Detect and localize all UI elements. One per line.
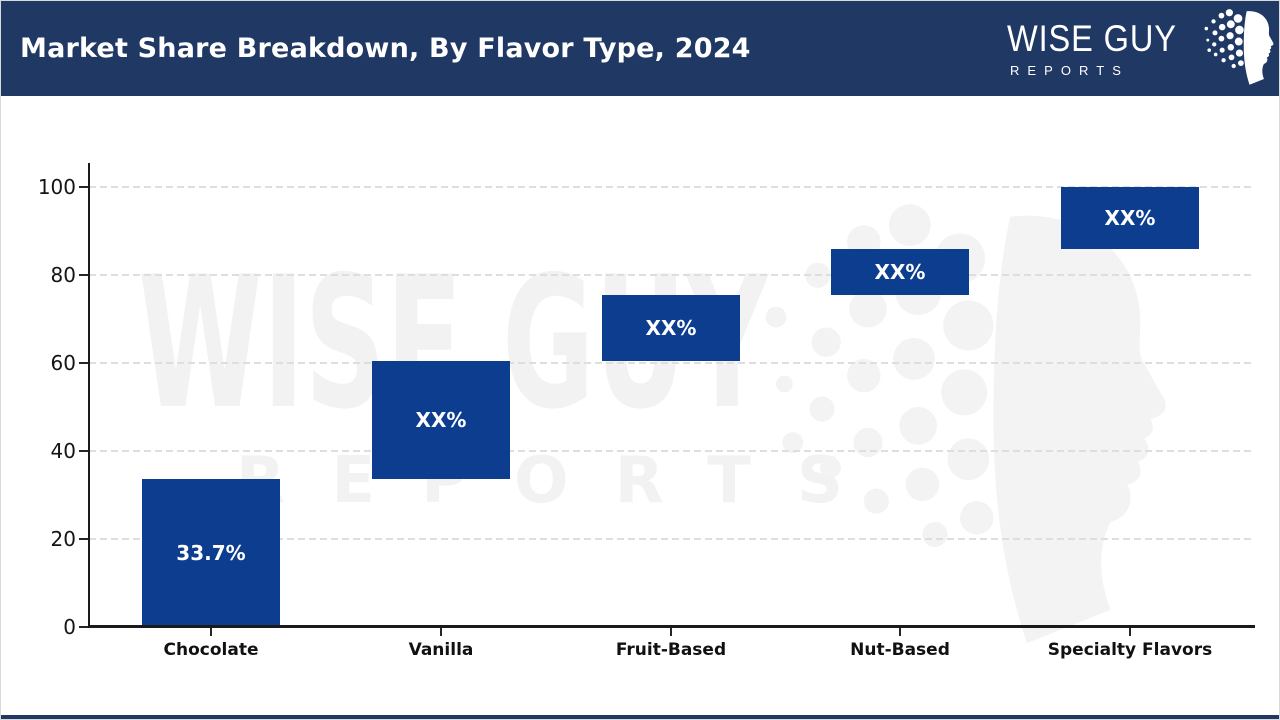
gridline-100 — [89, 186, 1255, 188]
bar-specialty-flavors: XX% — [1061, 187, 1199, 249]
brand-logo-text: WISE GUY REPORTS — [1007, 18, 1200, 78]
bar-value-label: XX% — [415, 407, 467, 432]
gridline-80 — [89, 274, 1255, 276]
brand-logo: WISE GUY REPORTS — [1007, 4, 1274, 92]
y-tick-label-100: 100 — [37, 175, 76, 199]
y-tick-label-0: 0 — [63, 615, 76, 639]
footer-accent-bar — [0, 715, 1280, 720]
x-tick-label-nut-based: Nut-Based — [850, 640, 950, 660]
bar-vanilla: XX% — [372, 360, 510, 479]
header-bar: Market Share Breakdown, By Flavor Type, … — [0, 0, 1280, 96]
bar-nut-based: XX% — [831, 248, 969, 295]
y-axis-line — [88, 163, 90, 628]
x-tick-2 — [440, 628, 442, 636]
y-tick-label-80: 80 — [50, 263, 76, 287]
x-axis-line — [88, 625, 1255, 628]
y-tick-60 — [79, 362, 88, 364]
x-tick-1 — [210, 628, 212, 636]
x-tick-5 — [1129, 628, 1131, 636]
y-tick-0 — [79, 626, 88, 628]
y-tick-label-60: 60 — [50, 351, 76, 375]
bar-fruit-based: XX% — [602, 294, 740, 361]
y-tick-100 — [79, 186, 88, 188]
x-tick-label-specialty-flavors: Specialty Flavors — [1047, 640, 1213, 660]
bar-value-label: 33.7% — [176, 540, 246, 565]
bar-value-label: XX% — [645, 315, 697, 340]
x-tick-3 — [670, 628, 672, 636]
y-tick-80 — [79, 274, 88, 276]
y-tick-20 — [79, 538, 88, 540]
bar-value-label: XX% — [874, 259, 926, 284]
x-tick-label-fruit-based: Fruit-Based — [615, 640, 727, 660]
y-tick-label-20: 20 — [50, 527, 76, 551]
gridline-60 — [89, 362, 1255, 364]
x-tick-4 — [899, 628, 901, 636]
brand-name: WISE GUY — [1006, 18, 1177, 59]
x-tick-label-vanilla: Vanilla — [408, 640, 474, 660]
gridline-20 — [89, 538, 1255, 540]
y-tick-40 — [79, 450, 88, 452]
bar-value-label: XX% — [1104, 205, 1156, 230]
x-tick-label-chocolate: Chocolate — [163, 640, 259, 660]
chart-title: Market Share Breakdown, By Flavor Type, … — [20, 32, 751, 64]
y-tick-label-40: 40 — [50, 439, 76, 463]
brand-head-icon — [1204, 9, 1274, 85]
bar-chocolate: 33.7% — [142, 478, 280, 627]
brand-subname: REPORTS — [1009, 63, 1129, 78]
gridline-40 — [89, 450, 1255, 452]
